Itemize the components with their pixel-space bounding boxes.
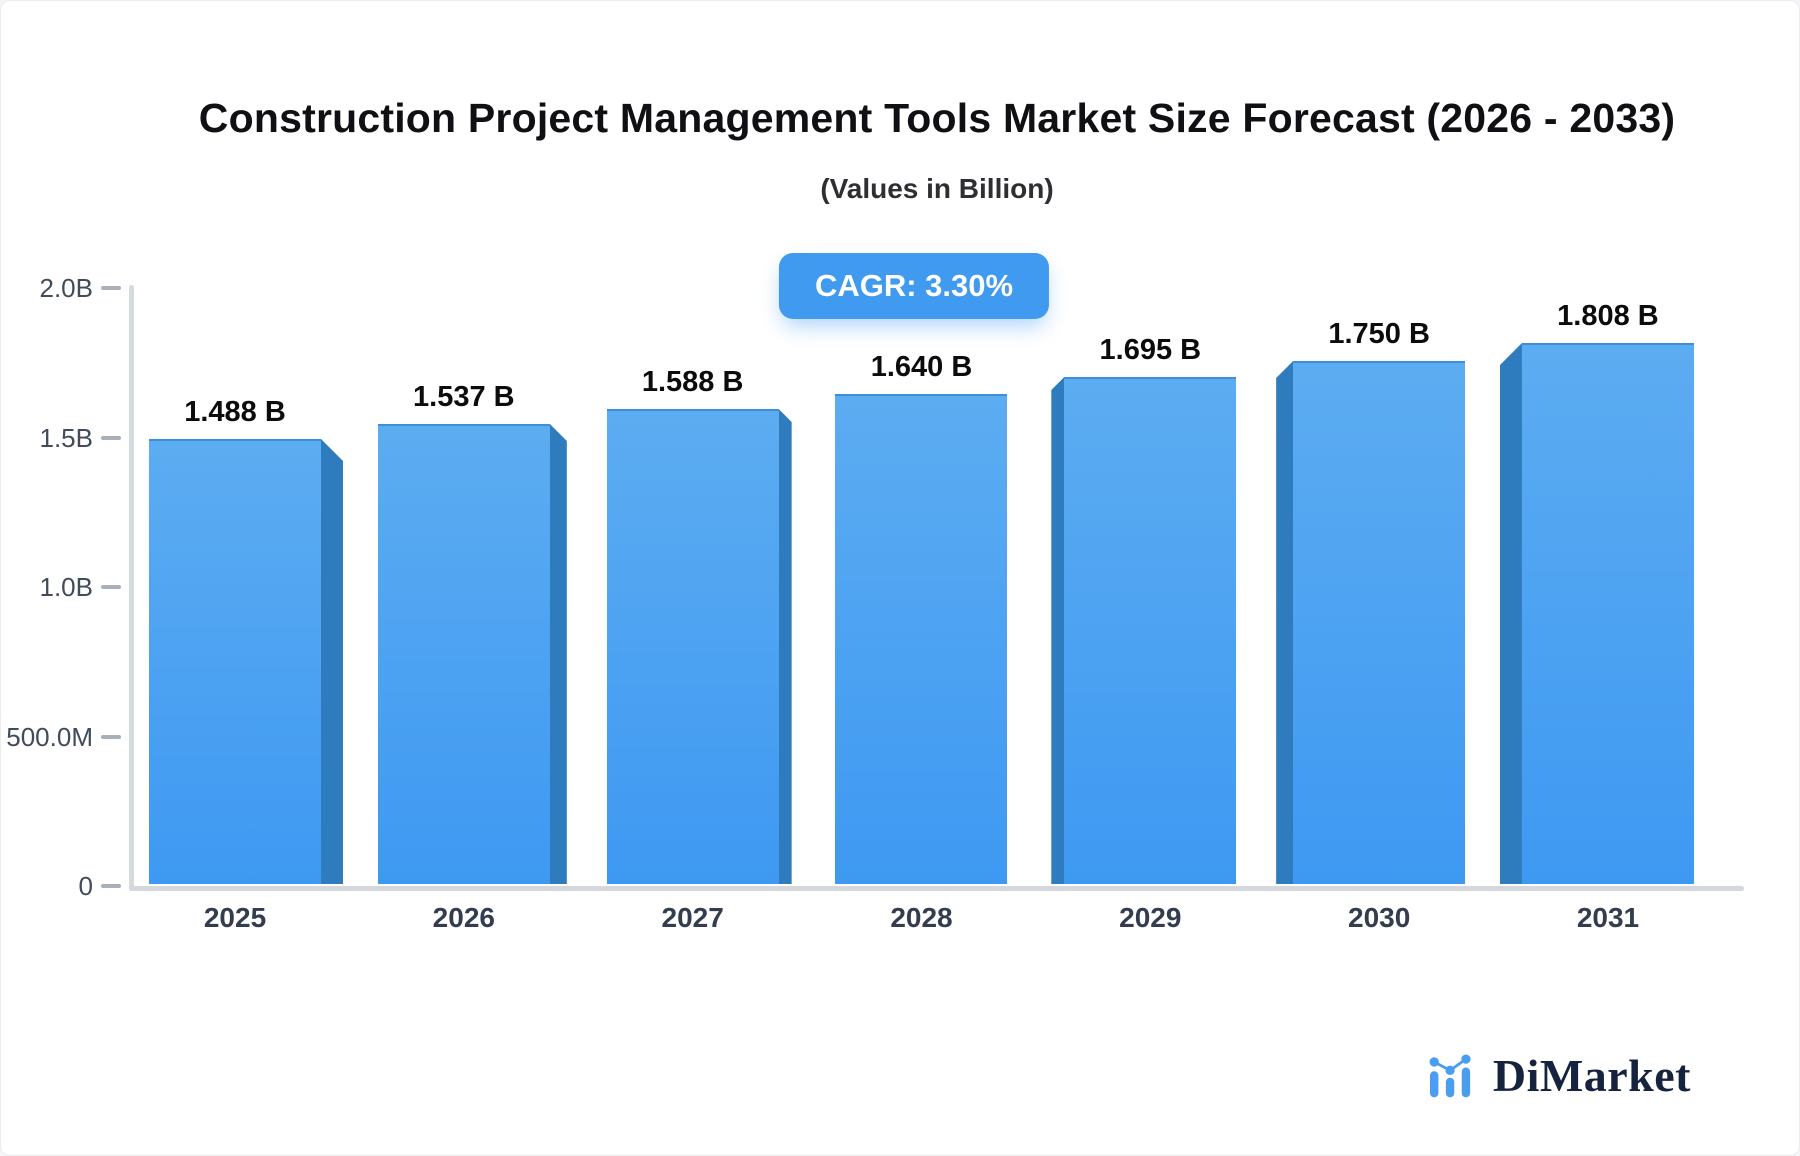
cagr-badge: CAGR: 3.30% xyxy=(778,253,1050,319)
bar-2025[interactable] xyxy=(149,439,321,884)
y-axis-tick-label: 0 xyxy=(78,871,93,901)
x-axis-label-2029: 2029 xyxy=(1119,902,1182,933)
y-axis-tick-label: 2.0B xyxy=(39,273,94,303)
bar-value-label-2030: 1.750 B xyxy=(1328,318,1430,350)
y-axis-tick-label: 1.5B xyxy=(39,422,94,453)
bar-value-label-2027: 1.588 B xyxy=(641,366,744,398)
bar-group-2031: 1.808 B 2031 xyxy=(1499,300,1694,933)
bar-value-label-2031: 1.808 B xyxy=(1557,300,1659,332)
y-axis-line xyxy=(129,285,134,891)
bar-group-2027: 1.588 B 2027 xyxy=(606,366,792,933)
bar-2027[interactable] xyxy=(606,409,779,884)
bar-bevel-2030 xyxy=(1276,361,1294,884)
y-axis-tick-label: 1.0B xyxy=(39,572,94,602)
y-axis-tick-label: 500.0M xyxy=(6,721,93,752)
chart-title: Construction Project Management Tools Ma… xyxy=(198,95,1676,141)
bar-2029[interactable] xyxy=(1064,377,1237,884)
brand-name: DiMarket xyxy=(1492,1049,1691,1101)
y-axis-tick-mark xyxy=(101,435,121,440)
bar-value-label-2028: 1.640 B xyxy=(870,351,973,383)
bar-bevel-2027 xyxy=(778,409,792,884)
x-axis-label-2031: 2031 xyxy=(1576,902,1640,933)
x-axis-label-2026: 2026 xyxy=(432,902,495,933)
chart-subtitle: (Values in Billion) xyxy=(820,173,1054,204)
bar-value-label-2025: 1.488 B xyxy=(184,396,286,428)
bar-2031[interactable] xyxy=(1521,343,1694,884)
brand-logo: DiMarket xyxy=(1423,1047,1691,1103)
bar-2026[interactable] xyxy=(377,424,550,884)
y-axis-tick-mark xyxy=(101,286,121,290)
x-axis-label-2028: 2028 xyxy=(890,902,953,933)
bar-value-label-2026: 1.537 B xyxy=(413,381,515,413)
bar-bevel-2025 xyxy=(321,439,343,884)
bar-bevel-2031 xyxy=(1499,343,1522,884)
x-axis-baseline xyxy=(129,886,1744,891)
bar-group-2030: 1.750 B 2030 xyxy=(1276,318,1466,933)
bar-bevel-2029 xyxy=(1051,377,1065,884)
bars-row: 1.488 B 2025 1.537 B 2026 1.588 B 2027 1.640 B… xyxy=(149,300,1694,933)
bar-group-2029: 1.695 B 2029 xyxy=(1051,334,1237,933)
mini-bar-chart-logo-icon xyxy=(1429,1054,1471,1098)
bar-2028[interactable] xyxy=(835,394,1008,884)
x-axis-label-2030: 2030 xyxy=(1347,902,1411,933)
bar-value-label-2029: 1.695 B xyxy=(1099,334,1202,366)
x-axis-label-2027: 2027 xyxy=(661,902,724,933)
bar-2030[interactable] xyxy=(1293,361,1466,884)
bar-group-2026: 1.537 B 2026 xyxy=(377,381,567,933)
y-axis-tick-mark xyxy=(101,585,121,589)
y-axis-tick-mark xyxy=(101,884,121,888)
y-axis-tick-mark xyxy=(101,734,121,739)
bar-group-2025: 1.488 B 2025 xyxy=(149,396,343,933)
bar-group-2028: 1.640 B 2028 xyxy=(835,351,1008,933)
x-axis-label-2025: 2025 xyxy=(203,902,267,933)
bar-bevel-2026 xyxy=(549,424,567,884)
